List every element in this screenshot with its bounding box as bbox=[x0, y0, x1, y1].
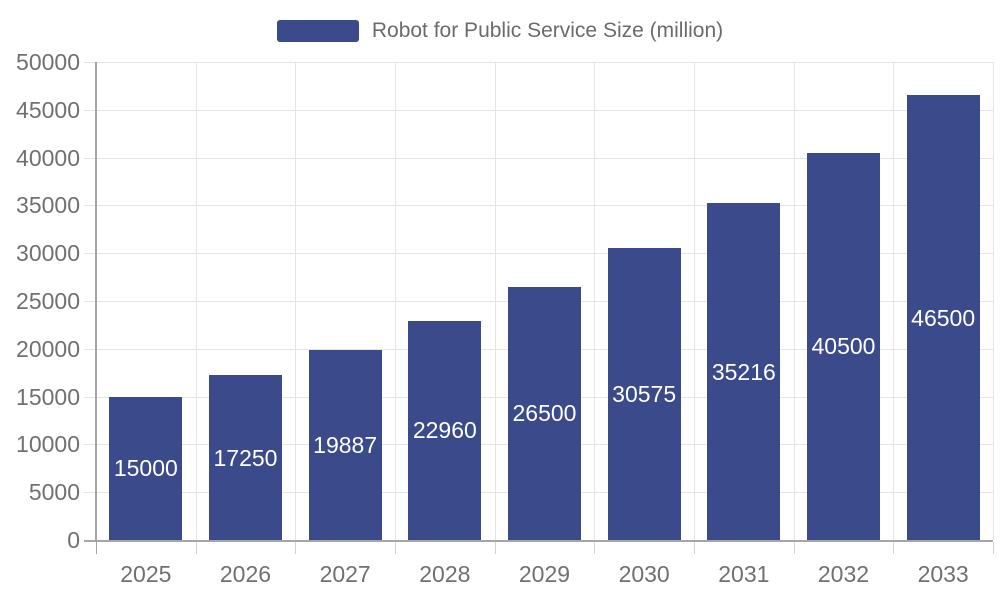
bar-value-label: 15000 bbox=[113, 455, 178, 482]
x-axis-tick bbox=[793, 542, 795, 554]
bar-value-label: 35216 bbox=[711, 358, 776, 385]
bar-value-label: 30575 bbox=[612, 380, 677, 407]
x-gridline bbox=[195, 62, 197, 540]
x-axis-label: 2030 bbox=[618, 561, 670, 587]
x-gridline bbox=[594, 62, 596, 540]
x-axis-label: 2025 bbox=[120, 561, 172, 587]
y-axis-label: 0 bbox=[67, 527, 80, 553]
x-axis-label: 2033 bbox=[917, 561, 969, 587]
bar-column-2025[interactable] bbox=[109, 396, 183, 540]
x-axis-line bbox=[84, 540, 993, 542]
x-gridline bbox=[395, 62, 396, 540]
y-gridline bbox=[84, 109, 993, 111]
x-gridline bbox=[893, 62, 895, 540]
bar-column-2027[interactable] bbox=[308, 349, 382, 540]
y-axis-label: 35000 bbox=[16, 192, 80, 219]
y-axis-label: 30000 bbox=[16, 240, 80, 267]
y-gridline bbox=[84, 205, 993, 207]
x-gridline bbox=[295, 62, 297, 540]
bar-column-2028[interactable] bbox=[408, 320, 482, 540]
x-axis-tick bbox=[893, 542, 895, 554]
bar-value-label: 22960 bbox=[412, 417, 477, 444]
x-axis-label: 2027 bbox=[319, 561, 371, 587]
x-axis-label: 2028 bbox=[419, 561, 471, 587]
x-axis-tick bbox=[494, 542, 496, 554]
y-axis-label: 5000 bbox=[28, 479, 80, 506]
legend-label: Robot for Public Service Size (million) bbox=[371, 19, 724, 42]
bar-column-2026[interactable] bbox=[209, 375, 282, 540]
y-axis-label: 25000 bbox=[16, 288, 80, 314]
x-axis-label: 2032 bbox=[817, 561, 870, 587]
legend-swatch bbox=[276, 20, 359, 42]
y-gridline bbox=[84, 253, 993, 255]
bar-column-2030[interactable] bbox=[607, 247, 681, 540]
x-axis-tick bbox=[694, 542, 695, 554]
x-gridline bbox=[793, 62, 795, 540]
x-gridline bbox=[494, 62, 496, 540]
bar-column-2032[interactable] bbox=[807, 152, 880, 540]
x-gridline bbox=[993, 62, 994, 540]
y-axis-label: 10000 bbox=[16, 431, 80, 458]
x-axis-tick bbox=[594, 542, 596, 554]
x-axis-tick bbox=[195, 542, 197, 554]
x-axis-label: 2026 bbox=[219, 561, 272, 587]
y-gridline bbox=[84, 157, 993, 159]
x-axis-label: 2029 bbox=[518, 561, 571, 587]
y-axis-line bbox=[95, 62, 97, 542]
y-axis-label: 50000 bbox=[16, 49, 80, 75]
x-axis-tick bbox=[395, 542, 396, 554]
y-axis-label: 15000 bbox=[16, 383, 80, 410]
bar-column-2033[interactable] bbox=[906, 95, 980, 540]
bar-value-label: 17250 bbox=[213, 444, 278, 471]
y-gridline bbox=[84, 62, 993, 63]
bar-value-label: 26500 bbox=[512, 400, 577, 427]
bar-value-label: 46500 bbox=[911, 304, 976, 331]
y-axis-label: 40000 bbox=[16, 144, 80, 171]
bar-value-label: 40500 bbox=[811, 333, 876, 360]
x-axis-tick bbox=[96, 542, 97, 554]
bar-column-2029[interactable] bbox=[508, 286, 581, 540]
legend[interactable]: Robot for Public Service Size (million) bbox=[0, 19, 1000, 43]
bar-value-label: 19887 bbox=[313, 431, 378, 458]
x-axis-tick bbox=[295, 542, 297, 554]
y-axis-label: 45000 bbox=[16, 96, 80, 123]
x-axis-tick bbox=[993, 542, 994, 554]
x-gridline bbox=[694, 62, 695, 540]
bar-column-2031[interactable] bbox=[707, 203, 781, 540]
x-axis-label: 2031 bbox=[718, 561, 770, 587]
y-axis-label: 20000 bbox=[16, 335, 80, 362]
